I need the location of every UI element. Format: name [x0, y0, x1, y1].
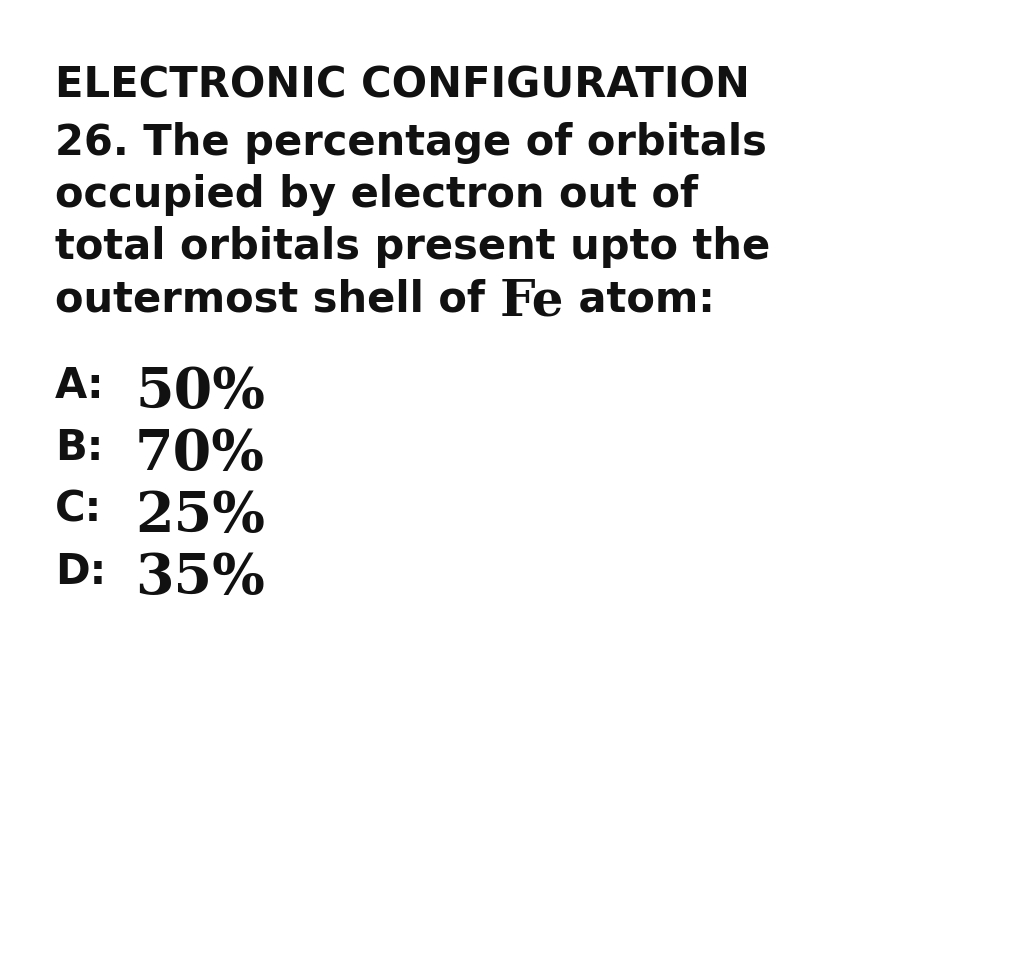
- Text: total orbitals present upto the: total orbitals present upto the: [55, 226, 770, 268]
- Text: 50%: 50%: [135, 365, 265, 420]
- Text: 35%: 35%: [135, 551, 265, 606]
- Text: 25%: 25%: [135, 489, 265, 544]
- Text: atom:: atom:: [564, 278, 715, 320]
- Text: A:: A:: [55, 365, 104, 407]
- Text: ELECTRONIC CONFIGURATION: ELECTRONIC CONFIGURATION: [55, 65, 750, 107]
- Text: Fe: Fe: [500, 278, 564, 327]
- Text: C:: C:: [55, 489, 102, 531]
- Text: occupied by electron out of: occupied by electron out of: [55, 174, 698, 216]
- Text: outermost shell of: outermost shell of: [55, 278, 500, 320]
- Text: D:: D:: [55, 551, 106, 593]
- Text: 26. The percentage of orbitals: 26. The percentage of orbitals: [55, 122, 767, 164]
- Text: 70%: 70%: [135, 427, 265, 482]
- Text: B:: B:: [55, 427, 103, 469]
